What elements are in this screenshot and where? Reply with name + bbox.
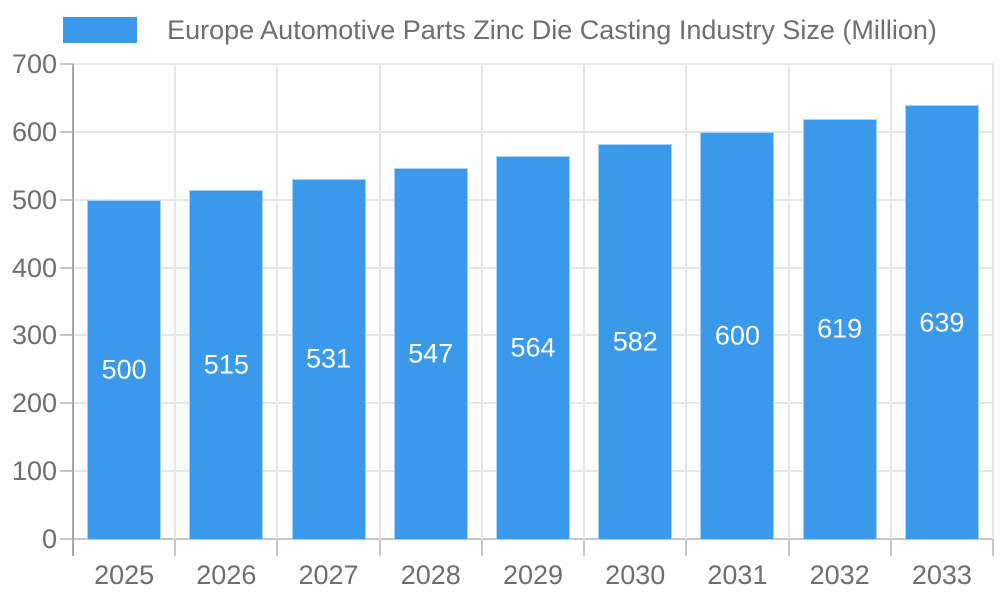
y-axis-tick: [60, 402, 73, 405]
bar-value-label: 564: [510, 332, 556, 363]
x-axis-label: 2030: [605, 560, 666, 590]
bar-2030[interactable]: 582: [598, 144, 673, 539]
x-axis-tick: [685, 539, 688, 556]
y-axis-tick: [60, 538, 73, 540]
gridline-vertical: [889, 64, 892, 539]
y-axis-tick: [60, 130, 73, 133]
bar-2032[interactable]: 619: [802, 118, 877, 539]
x-axis-label: 2029: [502, 560, 564, 590]
x-axis-label: 2031: [707, 560, 768, 590]
y-axis-label: 400: [11, 252, 57, 283]
gridline-vertical: [276, 64, 279, 539]
x-axis-tick: [889, 539, 892, 556]
bar-value-label: 582: [612, 326, 658, 357]
x-axis-label: 2028: [400, 560, 461, 590]
legend-swatch: [63, 17, 138, 43]
x-axis-label: 2032: [809, 560, 870, 590]
x-axis-label: 2025: [94, 560, 155, 590]
x-axis-tick: [583, 539, 586, 556]
legend-label: Europe Automotive Parts Zinc Die Casting…: [167, 14, 937, 45]
gridline-vertical: [583, 64, 586, 539]
gridline-horizontal: [73, 130, 993, 133]
x-axis-tick: [787, 539, 790, 556]
y-axis-label: 100: [11, 456, 57, 487]
plot-area: 0 100 200 300 400 500 600 700 500 2025 515 2026 531 2…: [12, 49, 994, 590]
gridline-vertical: [174, 64, 177, 539]
y-axis-line: [72, 64, 74, 556]
y-axis-tick: [60, 63, 73, 65]
bar-value-label: 531: [306, 343, 352, 374]
bar-value-label: 619: [817, 313, 863, 344]
bar-2025[interactable]: 500: [87, 199, 162, 539]
bar-2026[interactable]: 515: [189, 189, 264, 539]
gridline-vertical: [787, 64, 790, 539]
gridline-vertical: [992, 64, 994, 539]
gridline-vertical: [378, 64, 381, 539]
y-axis-tick: [60, 198, 73, 201]
bar-2031[interactable]: 600: [700, 131, 775, 539]
x-axis-label: 2033: [911, 560, 972, 590]
x-axis-tick: [992, 539, 994, 556]
x-axis-tick: [174, 539, 177, 556]
x-axis-tick: [276, 539, 279, 556]
bar-value-label: 600: [714, 320, 760, 351]
bar-2029[interactable]: 564: [496, 156, 570, 539]
bar-value-label: 515: [203, 349, 249, 380]
x-axis-label: 2027: [298, 560, 359, 590]
gridline-vertical: [685, 64, 688, 539]
y-axis-label: 600: [11, 116, 57, 147]
gridline-vertical: [480, 64, 483, 539]
bar-value-label: 547: [408, 338, 454, 369]
y-axis-label: 0: [41, 524, 57, 554]
y-axis-label: 700: [11, 49, 57, 79]
y-axis-label: 200: [11, 388, 57, 419]
bar-2028[interactable]: 547: [393, 167, 468, 539]
x-axis-tick: [378, 539, 381, 556]
bar-value-label: 500: [101, 354, 147, 385]
y-axis-tick: [60, 470, 73, 473]
x-axis-label: 2026: [196, 560, 257, 590]
bar-2033[interactable]: 639: [904, 105, 979, 539]
legend[interactable]: Europe Automotive Parts Zinc Die Casting…: [0, 14, 1000, 46]
y-axis-tick: [60, 266, 73, 269]
y-axis-label: 500: [11, 184, 57, 215]
y-axis-tick: [60, 334, 73, 337]
gridline-horizontal: [73, 63, 993, 65]
gridline-horizontal: [73, 538, 993, 540]
bar-value-label: 639: [919, 307, 965, 338]
bar-2027[interactable]: 531: [291, 178, 366, 539]
y-axis-label: 300: [11, 320, 57, 351]
x-axis-tick: [480, 539, 483, 556]
